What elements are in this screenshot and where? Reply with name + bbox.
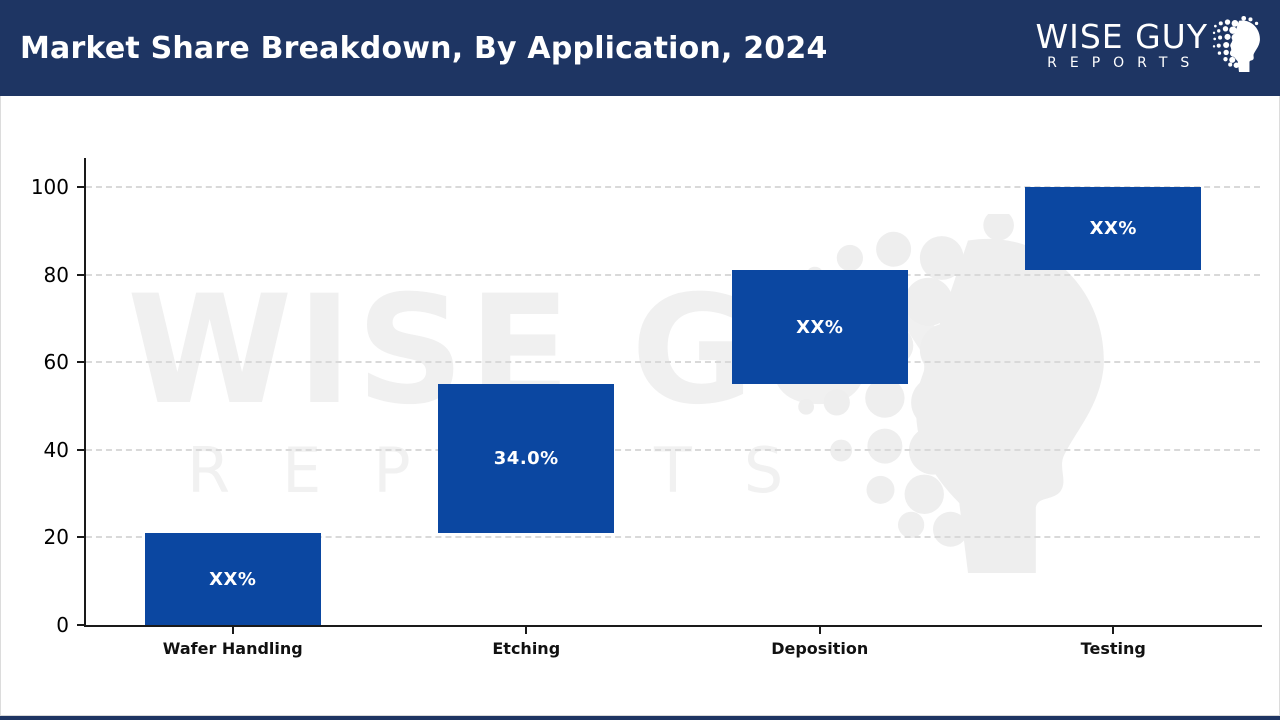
header-bar: Market Share Breakdown, By Application, … <box>0 0 1280 96</box>
y-tick-label: 80 <box>43 262 69 287</box>
y-tick-label: 0 <box>56 613 69 637</box>
wiseguy-face-icon <box>1212 15 1260 73</box>
y-tick-mark <box>77 186 84 189</box>
x-axis-label: Wafer Handling <box>162 639 303 658</box>
bar-etching: 34.0% <box>438 384 615 534</box>
gridline <box>86 186 1260 189</box>
y-tick-mark <box>77 624 84 626</box>
y-tick-mark <box>77 536 84 539</box>
gridline <box>86 273 1260 276</box>
y-tick-mark <box>77 361 84 364</box>
x-axis-label: Etching <box>492 639 561 658</box>
bar-wafer-handling: XX% <box>144 533 321 625</box>
x-axis-label: Testing <box>1080 639 1146 658</box>
footer-bar <box>0 715 1280 720</box>
y-tick-label: 20 <box>43 525 69 550</box>
y-tick-label: 100 <box>30 175 69 200</box>
x-tick-mark <box>525 627 528 634</box>
wiseguy-logo: WISE GUY REPORTS <box>1035 8 1266 82</box>
x-axis-line <box>84 625 1262 627</box>
x-tick-mark <box>818 627 821 634</box>
logo-wordmark: WISE GUY <box>1035 17 1208 57</box>
y-tick-label: 60 <box>43 350 69 375</box>
gridline <box>86 536 1260 539</box>
logo-text: WISE GUY REPORTS <box>1035 17 1208 71</box>
gridline <box>86 361 1260 364</box>
x-axis-label: Deposition <box>771 639 869 658</box>
bar-testing: XX% <box>1025 187 1202 271</box>
x-tick-mark <box>231 627 234 634</box>
waterfall-chart: 0 20 40 60 80 100 XX% Wafer Handling 34.0% Etchin… <box>1 96 1279 716</box>
bar-deposition: XX% <box>731 270 908 385</box>
y-axis-line <box>84 158 86 627</box>
bar-value-label: XX% <box>1089 218 1137 240</box>
page-title: Market Share Breakdown, By Application, … <box>20 30 828 66</box>
x-tick-mark <box>1112 627 1115 634</box>
y-tick-mark <box>77 273 84 276</box>
gridline <box>86 448 1260 451</box>
bar-value-label: XX% <box>796 316 844 338</box>
bar-value-label: 34.0% <box>493 448 559 470</box>
logo-subtext: REPORTS <box>1047 54 1203 71</box>
y-tick-mark <box>77 448 84 451</box>
y-tick-label: 40 <box>43 437 69 462</box>
bar-value-label: XX% <box>209 568 257 590</box>
